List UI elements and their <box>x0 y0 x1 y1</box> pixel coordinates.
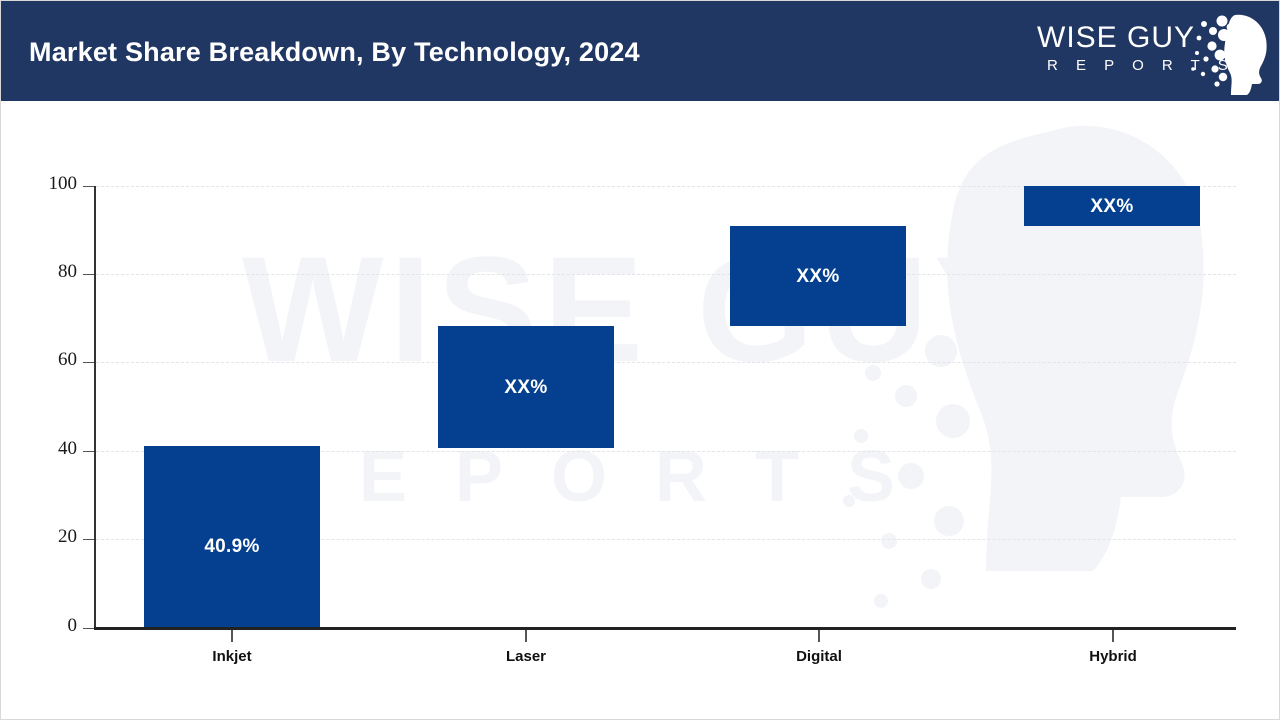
y-axis-label-20: 20 <box>58 526 77 547</box>
logo-wordmark-primary: WISE GUY <box>1037 21 1196 54</box>
y-tick-40 <box>83 451 94 452</box>
y-axis-label-60: 60 <box>58 349 77 370</box>
bar-label-hybrid: XX% <box>1090 196 1134 217</box>
x-axis-label-laser: Laser <box>505 648 547 665</box>
bar-inkjet[interactable]: 40.9% <box>144 446 320 627</box>
x-tick-hybrid <box>1112 630 1114 642</box>
svg-text:WISE GUY: WISE GUY <box>242 225 1040 393</box>
x-axis-label-hybrid: Hybrid <box>1089 648 1137 665</box>
y-axis-label-0: 0 <box>67 615 78 636</box>
y-tick-60 <box>83 362 94 363</box>
gridline-100 <box>96 186 1236 187</box>
x-axis-line <box>94 627 1236 630</box>
y-axis-label-100: 100 <box>48 173 78 194</box>
x-tick-digital <box>818 630 820 642</box>
x-tick-laser <box>525 630 527 642</box>
y-axis-label-40: 40 <box>58 438 77 459</box>
chart-plot-area: WISE GUY REPORTS <box>1 101 1279 719</box>
head-profile-dots-icon <box>1191 14 1267 95</box>
x-axis-label-digital: Digital <box>796 648 842 665</box>
bar-label-laser: XX% <box>504 377 548 398</box>
y-tick-0 <box>83 628 94 629</box>
logo-wordmark-secondary: R E P O R T S <box>1047 57 1235 74</box>
bar-laser[interactable]: XX% <box>438 326 614 448</box>
svg-text:REPORTS: REPORTS <box>259 437 943 517</box>
gridline-60 <box>96 362 1236 363</box>
bar-digital[interactable]: XX% <box>730 226 906 326</box>
y-tick-100 <box>83 186 94 187</box>
y-axis-label-80: 80 <box>58 261 77 282</box>
y-axis-line <box>94 186 96 629</box>
x-axis-label-inkjet: Inkjet <box>212 648 252 665</box>
page-title: Market Share Breakdown, By Technology, 2… <box>29 37 640 67</box>
y-tick-80 <box>83 274 94 275</box>
y-tick-20 <box>83 539 94 540</box>
x-tick-inkjet <box>231 630 233 642</box>
bar-label-digital: XX% <box>796 266 840 287</box>
page-header: Market Share Breakdown, By Technology, 2… <box>1 1 1279 101</box>
bar-hybrid[interactable]: XX% <box>1024 186 1200 226</box>
bar-label-inkjet: 40.9% <box>204 536 260 557</box>
gridline-40 <box>96 451 1236 452</box>
wise-guy-reports-logo: WISE GUY R E P O R T S <box>1025 7 1275 95</box>
gridline-80 <box>96 274 1236 275</box>
gridline-20 <box>96 539 1236 540</box>
